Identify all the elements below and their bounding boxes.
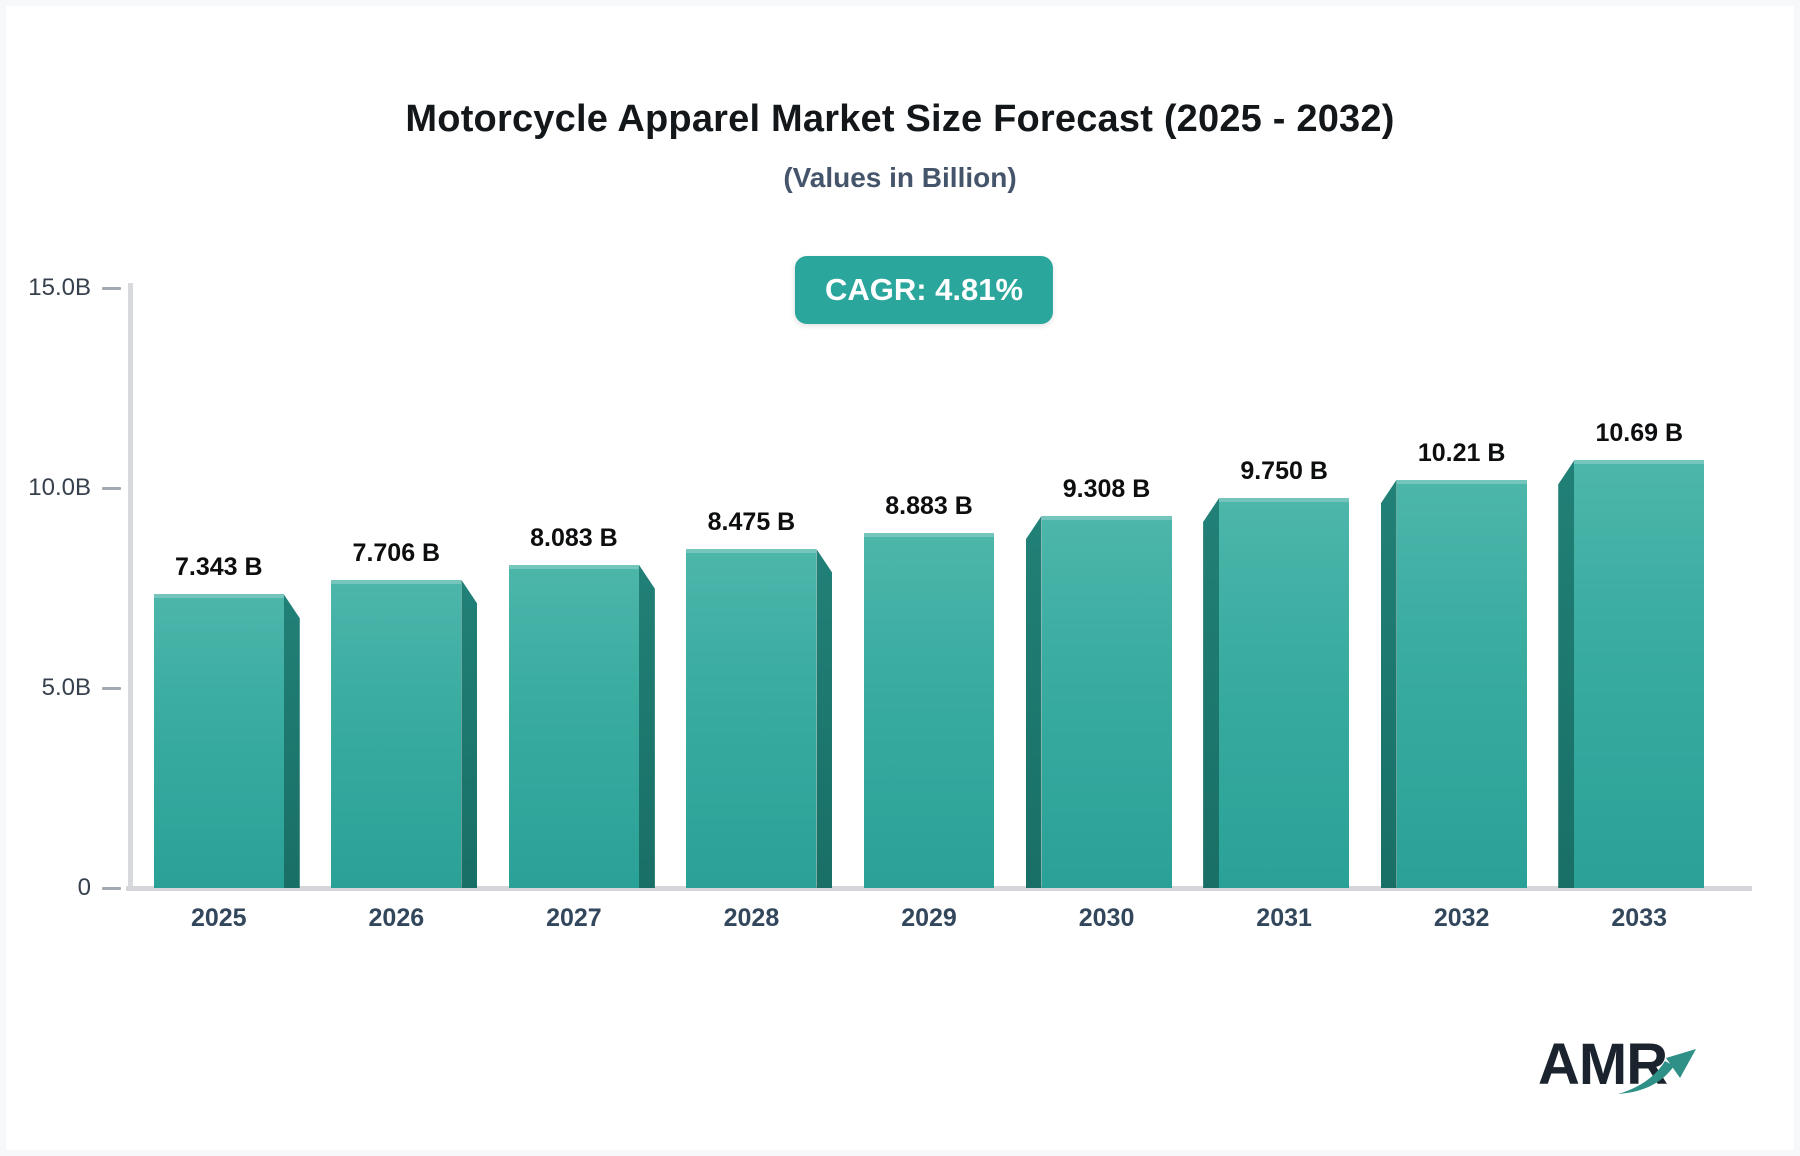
- bar-side-2031: [1203, 498, 1220, 888]
- bar-side-2026: [461, 579, 478, 888]
- x-axis-label: 2026: [368, 904, 425, 932]
- bar-2027: [508, 564, 639, 888]
- x-axis-label: 2033: [1611, 904, 1668, 932]
- bar-value-label: 10.69 B: [1595, 419, 1683, 448]
- y-axis-tick: 15.0B: [0, 273, 126, 303]
- y-axis-tick-label: 5.0B: [41, 674, 91, 701]
- bar-2031: [1219, 498, 1350, 888]
- x-axis-label: 2029: [901, 904, 957, 932]
- bar-side-2030: [1025, 515, 1042, 888]
- y-axis-tick-mark: [102, 686, 121, 690]
- y-axis-tick-mark: [102, 886, 121, 890]
- bar-value-label: 9.308 B: [1062, 474, 1151, 503]
- bar-value-label: 7.706 B: [352, 538, 441, 567]
- y-axis-tick-label: 10.0B: [28, 474, 91, 501]
- bar-side-2025: [283, 594, 300, 888]
- y-axis-tick-mark: [102, 286, 121, 290]
- bar-value-label: 7.343 B: [174, 553, 263, 582]
- cagr-badge: CAGR: 4.81%: [794, 256, 1054, 324]
- x-axis-label: 2032: [1433, 904, 1490, 932]
- x-axis-line: [126, 886, 1752, 891]
- x-axis-label: 2031: [1256, 904, 1312, 932]
- y-axis-tick: 0: [0, 873, 126, 903]
- bar-value-label: 8.883 B: [885, 491, 973, 520]
- y-axis-line: [128, 283, 133, 891]
- y-axis-tick-mark: [102, 486, 121, 490]
- y-axis-tick: 5.0B: [0, 673, 126, 703]
- bar-2029: [864, 532, 994, 888]
- growth-arrow-icon: [1618, 1049, 1696, 1094]
- bar-value-label: 9.750 B: [1240, 457, 1328, 485]
- bar-side-2028: [816, 549, 833, 888]
- bar-2028: [686, 549, 817, 888]
- x-axis-labels: 2025 2026 2027 2028 2029 2030 2031 2032 2033: [130, 904, 1728, 944]
- bar-2033: [1574, 460, 1705, 888]
- chart-title: Motorcycle Apparel Market Size Forecast …: [405, 98, 1395, 140]
- x-axis-label: 2025: [190, 904, 247, 932]
- bar-value-label: 8.475 B: [707, 508, 796, 536]
- bar-2025: [153, 594, 284, 888]
- bar-side-2032: [1380, 479, 1397, 888]
- plot-area: 7.343 B 7.706 B 8.083 B 8.475 B 8.883 B 9.308…: [130, 288, 1728, 888]
- amr-logo: AMR: [1538, 1036, 1718, 1108]
- y-axis-tick-label: 0: [77, 874, 91, 901]
- bar-side-2027: [638, 564, 655, 888]
- y-axis-tick: 10.0B: [0, 473, 126, 503]
- bar-value-label: 8.083 B: [530, 523, 618, 552]
- chart-subtitle: (Values in Billion): [783, 162, 1017, 193]
- bar-2030: [1041, 515, 1172, 888]
- bar-2032: [1396, 479, 1527, 888]
- x-axis-label: 2030: [1078, 904, 1135, 932]
- bar-2026: [331, 579, 462, 888]
- x-axis-label: 2027: [546, 904, 602, 932]
- bar-side-2033: [1558, 460, 1575, 888]
- x-axis-label: 2028: [723, 904, 780, 932]
- y-axis-tick-label: 15.0B: [28, 274, 91, 301]
- bar-value-label: 10.21 B: [1417, 438, 1506, 467]
